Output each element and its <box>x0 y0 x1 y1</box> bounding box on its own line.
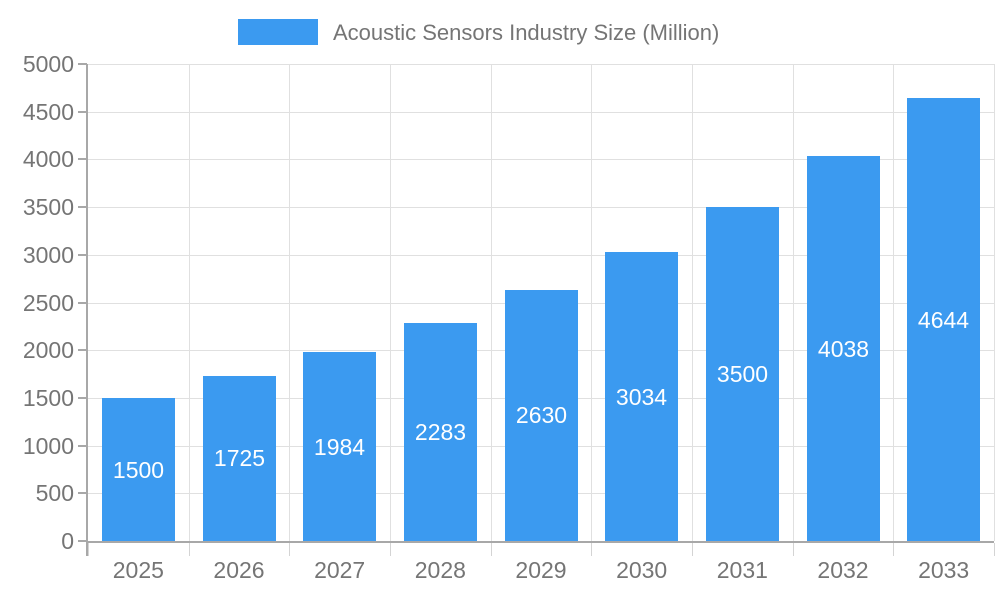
x-tick-label: 2026 <box>213 557 265 583</box>
vertical-gridline <box>591 64 592 541</box>
vertical-gridline <box>390 64 391 541</box>
x-tick-label: 2032 <box>817 557 869 583</box>
y-tick-label: 4000 <box>22 146 74 173</box>
bar: 4644 <box>907 98 980 541</box>
y-tick-label: 3000 <box>22 241 74 268</box>
y-tick-label: 4500 <box>22 98 74 125</box>
x-tick-label: 2027 <box>314 557 366 583</box>
y-axis-tick <box>78 158 87 161</box>
x-tick-label: 2028 <box>414 557 466 583</box>
bar: 4038 <box>807 156 880 541</box>
bar: 3500 <box>706 207 779 541</box>
x-axis-tick <box>893 543 894 556</box>
bar: 2283 <box>404 323 477 541</box>
horizontal-gridline <box>88 207 994 209</box>
y-axis-tick <box>78 253 87 256</box>
y-axis-tick <box>78 206 87 209</box>
x-axis-tick <box>793 543 794 556</box>
horizontal-gridline <box>88 159 994 161</box>
x-axis-tick <box>189 543 190 556</box>
bar: 2630 <box>505 290 578 541</box>
x-axis-tick <box>692 543 693 556</box>
y-tick-label: 1500 <box>22 384 74 411</box>
x-tick-label: 2029 <box>515 557 567 583</box>
vertical-gridline <box>793 64 794 541</box>
y-tick-label: 0 <box>61 528 74 554</box>
y-tick-label: 3500 <box>22 194 74 221</box>
vertical-gridline <box>491 64 492 541</box>
y-axis-tick <box>78 540 87 542</box>
bar-value-label: 3500 <box>716 361 769 387</box>
vertical-gridline <box>692 64 693 541</box>
y-tick-label: 5000 <box>22 51 74 77</box>
bar-value-label: 2630 <box>515 402 568 428</box>
x-axis-tick <box>994 543 995 556</box>
legend-label: Acoustic Sensors Industry Size (Million) <box>333 20 720 45</box>
bar: 3034 <box>605 252 678 541</box>
y-tick-label: 2000 <box>22 337 74 364</box>
bar-value-label: 1984 <box>313 434 366 460</box>
vertical-gridline <box>189 64 190 541</box>
bar-value-label: 1500 <box>112 457 165 483</box>
x-axis-line <box>88 541 994 543</box>
y-axis-tick <box>78 63 87 65</box>
y-axis-tick <box>78 301 87 304</box>
y-tick-label: 500 <box>35 480 74 507</box>
bar-value-label: 3034 <box>615 384 668 410</box>
y-axis-tick <box>78 349 87 352</box>
x-axis-tick <box>390 543 391 556</box>
legend-swatch <box>238 19 318 45</box>
x-axis-tick <box>289 543 290 556</box>
y-axis-tick <box>78 110 87 113</box>
x-tick-label: 2033 <box>918 557 970 583</box>
vertical-gridline <box>893 64 894 541</box>
horizontal-gridline <box>88 254 994 256</box>
bar: 1725 <box>203 376 276 541</box>
y-tick-label: 1000 <box>22 432 74 459</box>
y-axis-tick <box>78 492 87 495</box>
y-axis-line <box>86 64 88 556</box>
x-axis-tick <box>591 543 592 556</box>
bar: 1984 <box>303 352 376 541</box>
x-axis-tick <box>88 543 89 556</box>
vertical-gridline <box>994 64 995 541</box>
bar-value-label: 4038 <box>817 336 870 362</box>
bar-value-label: 2283 <box>414 419 467 445</box>
bar: 1500 <box>102 398 175 541</box>
bar-value-label: 4644 <box>917 307 970 333</box>
x-tick-label: 2031 <box>716 557 768 583</box>
bar-value-label: 1725 <box>213 445 266 471</box>
x-tick-label: 2030 <box>616 557 668 583</box>
y-axis-tick <box>78 396 87 399</box>
x-axis-tick <box>491 543 492 556</box>
plot-area: 1500 1725 1984 2283 2630 3034 3500 4038 4644 <box>88 64 995 541</box>
horizontal-gridline <box>88 111 994 113</box>
horizontal-gridline <box>88 64 994 65</box>
y-tick-label: 2500 <box>22 289 74 316</box>
x-tick-label: 2025 <box>112 557 164 583</box>
vertical-gridline <box>289 64 290 541</box>
y-axis-tick <box>78 444 87 447</box>
